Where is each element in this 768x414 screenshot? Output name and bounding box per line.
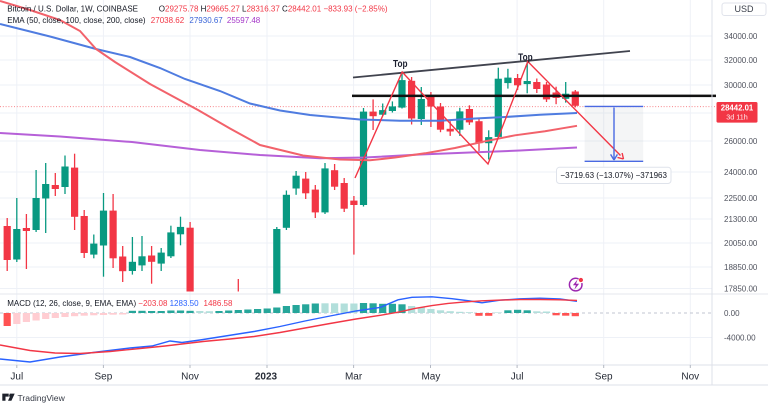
svg-text:Sep: Sep	[595, 371, 613, 382]
svg-text:26000.00: 26000.00	[724, 137, 758, 146]
svg-text:May: May	[421, 371, 440, 382]
svg-text:-4000.00: -4000.00	[724, 333, 756, 342]
svg-text:18850.00: 18850.00	[724, 263, 758, 272]
svg-text:TradingView: TradingView	[18, 393, 66, 403]
svg-text:21300.00: 21300.00	[724, 215, 758, 224]
svg-text:Bitcoin / U.S. Dollar, 1W, COI: Bitcoin / U.S. Dollar, 1W, COINBASE	[7, 4, 138, 13]
svg-text:17850.00: 17850.00	[724, 284, 758, 293]
svg-text:MACD (12, 26, close, 9, EMA, E: MACD (12, 26, close, 9, EMA, EMA)	[7, 299, 136, 308]
svg-text:Mar: Mar	[345, 371, 363, 382]
svg-text:Sep: Sep	[95, 371, 113, 382]
svg-text:3d 11h: 3d 11h	[726, 113, 747, 122]
svg-text:O29275.78 H29665.27 L28316.37: O29275.78 H29665.27 L28316.37 C28442.01 …	[159, 4, 388, 13]
svg-text:20050.00: 20050.00	[724, 239, 758, 248]
svg-text:Nov: Nov	[681, 371, 699, 382]
svg-text:Top: Top	[518, 53, 533, 64]
svg-text:Top: Top	[393, 59, 408, 70]
svg-text:0.00: 0.00	[724, 309, 740, 318]
svg-text:30000.00: 30000.00	[724, 81, 758, 90]
svg-text:Jul: Jul	[10, 371, 23, 382]
svg-text:EMA (50, close, 100, close, 20: EMA (50, close, 100, close, 200, close)	[7, 16, 146, 25]
svg-text:22500.00: 22500.00	[724, 194, 758, 203]
svg-text:Nov: Nov	[181, 371, 199, 382]
svg-text:34000.00: 34000.00	[724, 32, 758, 41]
svg-text:28442.01: 28442.01	[721, 104, 754, 113]
svg-text:−3719.63 (−13.07%) −371963: −3719.63 (−13.07%) −371963	[560, 171, 667, 180]
svg-text:24000.00: 24000.00	[724, 168, 758, 177]
svg-text:32000.00: 32000.00	[724, 56, 758, 65]
svg-text:2023: 2023	[255, 371, 278, 382]
svg-text:USD: USD	[734, 4, 754, 14]
svg-text:Jul: Jul	[511, 371, 524, 382]
